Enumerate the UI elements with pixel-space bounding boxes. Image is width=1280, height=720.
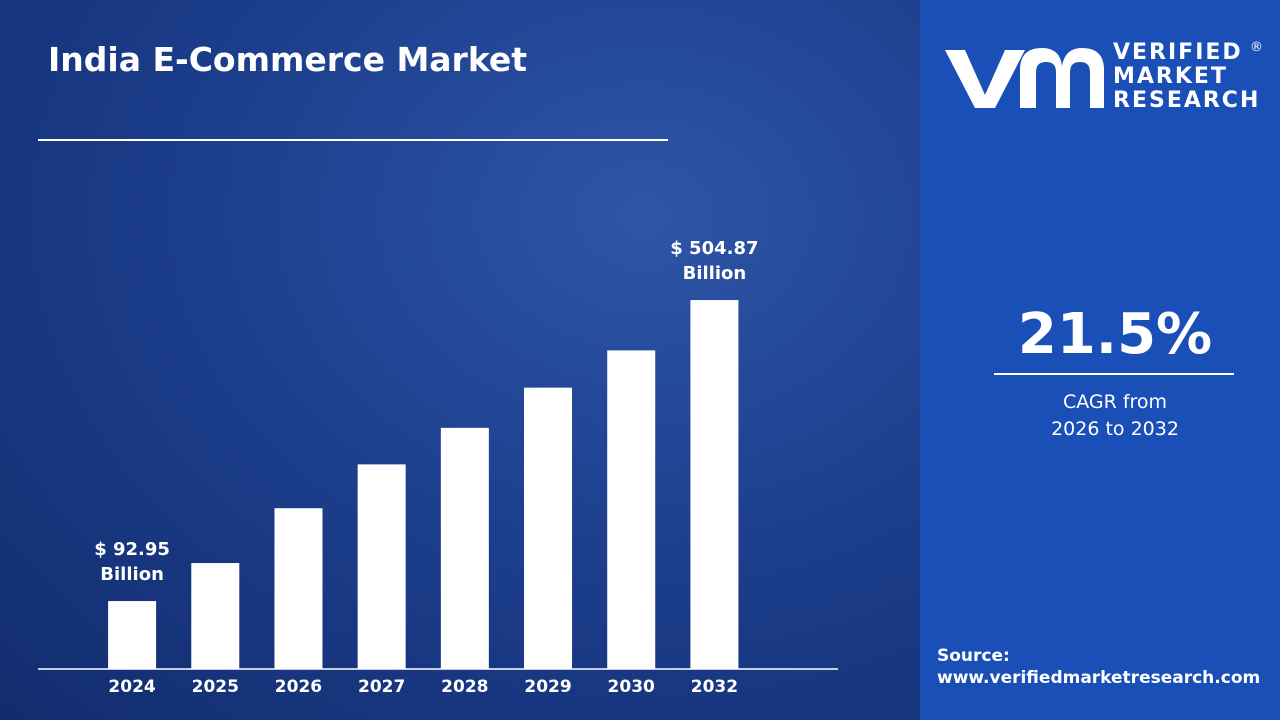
logo-registered: ® <box>1250 40 1263 55</box>
bar <box>274 508 323 669</box>
bar <box>108 601 157 669</box>
value-label: $ 92.95 Billion <box>94 539 170 586</box>
bar <box>191 563 240 669</box>
logo-v <box>945 50 1025 108</box>
source-url: www.verifiedmarketresearch.com <box>937 668 1261 688</box>
bar <box>690 300 739 669</box>
x-tick-label: 2032 <box>691 677 738 697</box>
chart-title: India E-Commerce Market <box>48 40 528 79</box>
bar <box>524 387 573 669</box>
side-panel <box>920 0 1280 720</box>
logo-text: RESEARCH <box>1113 88 1261 113</box>
x-tick-label: 2029 <box>524 677 571 697</box>
x-tick-label: 2030 <box>608 677 655 697</box>
bar <box>440 427 489 669</box>
logo-text: MARKET <box>1113 64 1228 89</box>
x-tick-label: 2026 <box>275 677 322 697</box>
bar <box>607 350 656 669</box>
cagr-caption: CAGR from 2026 to 2032 <box>1051 391 1179 440</box>
bar <box>357 464 406 669</box>
x-tick-label: 2028 <box>441 677 488 697</box>
value-label: $ 504.87 Billion <box>670 238 759 285</box>
logo-m <box>1020 48 1104 108</box>
logo-text: VERIFIED <box>1113 40 1243 65</box>
x-tick-label: 2025 <box>192 677 239 697</box>
cagr-value: 21.5% <box>1017 302 1213 367</box>
x-tick-label: 2027 <box>358 677 405 697</box>
source-label: Source: <box>937 646 1010 666</box>
x-tick-label: 2024 <box>108 677 155 697</box>
